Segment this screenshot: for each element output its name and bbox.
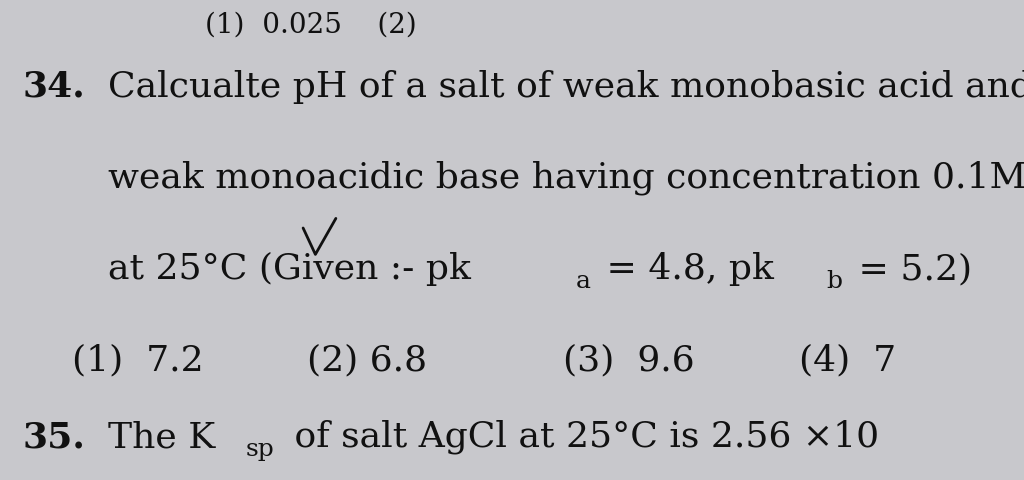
Text: b: b	[826, 270, 842, 293]
Text: of salt AgCl at 25°C is 2.56 ×10: of salt AgCl at 25°C is 2.56 ×10	[283, 420, 880, 455]
Text: a: a	[575, 270, 591, 293]
Text: 34.: 34.	[23, 70, 85, 104]
Text: 35.: 35.	[23, 420, 85, 454]
Text: (2) 6.8: (2) 6.8	[307, 343, 427, 377]
Text: The K: The K	[108, 420, 215, 454]
Text: weak monoacidic base having concentration 0.1M: weak monoacidic base having concentratio…	[108, 161, 1024, 195]
Text: at 25°C (Given :- pk: at 25°C (Given :- pk	[108, 252, 470, 286]
Text: Calcualte pH of a salt of weak monobasic acid and: Calcualte pH of a salt of weak monobasic…	[108, 70, 1024, 104]
Text: (4)  7: (4) 7	[799, 343, 896, 377]
Text: = 4.8, pk: = 4.8, pk	[595, 252, 774, 286]
Text: (1)  7.2: (1) 7.2	[72, 343, 204, 377]
Text: = 5.2): = 5.2)	[847, 252, 972, 286]
Text: sp: sp	[246, 438, 274, 461]
Text: (3)  9.6: (3) 9.6	[563, 343, 695, 377]
Text: (1)  0.025    (2): (1) 0.025 (2)	[205, 12, 417, 39]
